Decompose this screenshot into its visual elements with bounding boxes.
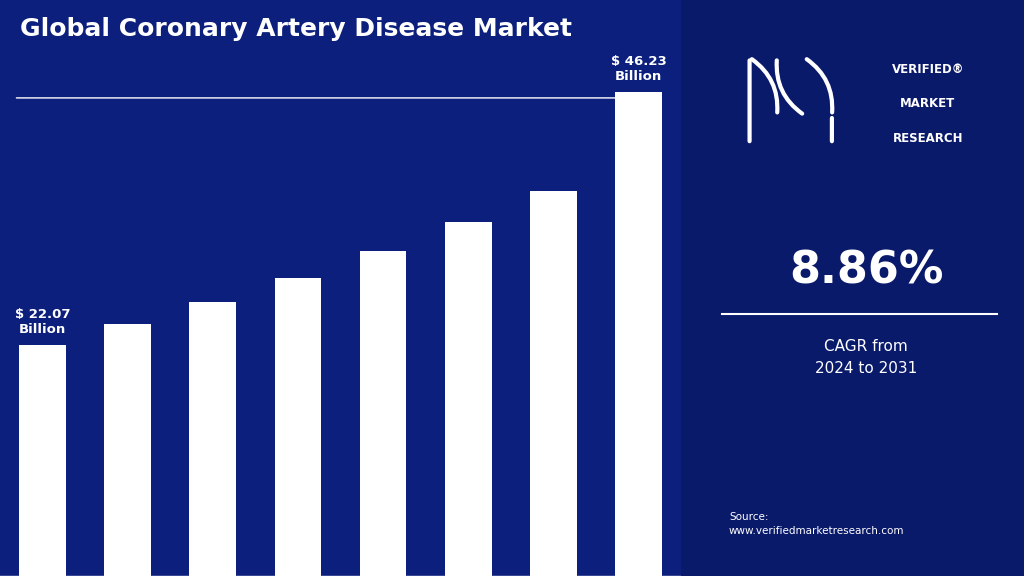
Bar (0, 0, 681, 576)
Bar (529, 191, 577, 576)
Text: 8.86%: 8.86% (790, 249, 943, 292)
Text: Global Coronary Artery Disease Market: Global Coronary Artery Disease Market (20, 17, 572, 41)
Text: VERIFIED®: VERIFIED® (892, 63, 965, 75)
Text: $ 46.23
Billion: $ 46.23 Billion (610, 55, 667, 84)
Bar (19, 345, 66, 576)
Text: CAGR from
2024 to 2031: CAGR from 2024 to 2031 (815, 339, 918, 376)
Bar (104, 324, 152, 576)
Text: $ 22.07
Billion: $ 22.07 Billion (14, 309, 71, 336)
Text: RESEARCH: RESEARCH (893, 132, 964, 145)
Bar (274, 278, 322, 576)
Bar (189, 302, 237, 576)
Bar (444, 222, 492, 576)
Bar (681, 0, 701, 576)
Bar (615, 92, 662, 576)
Text: MARKET: MARKET (900, 97, 955, 110)
Bar (359, 251, 407, 576)
Text: Source:
www.verifiedmarketresearch.com: Source: www.verifiedmarketresearch.com (729, 511, 904, 536)
